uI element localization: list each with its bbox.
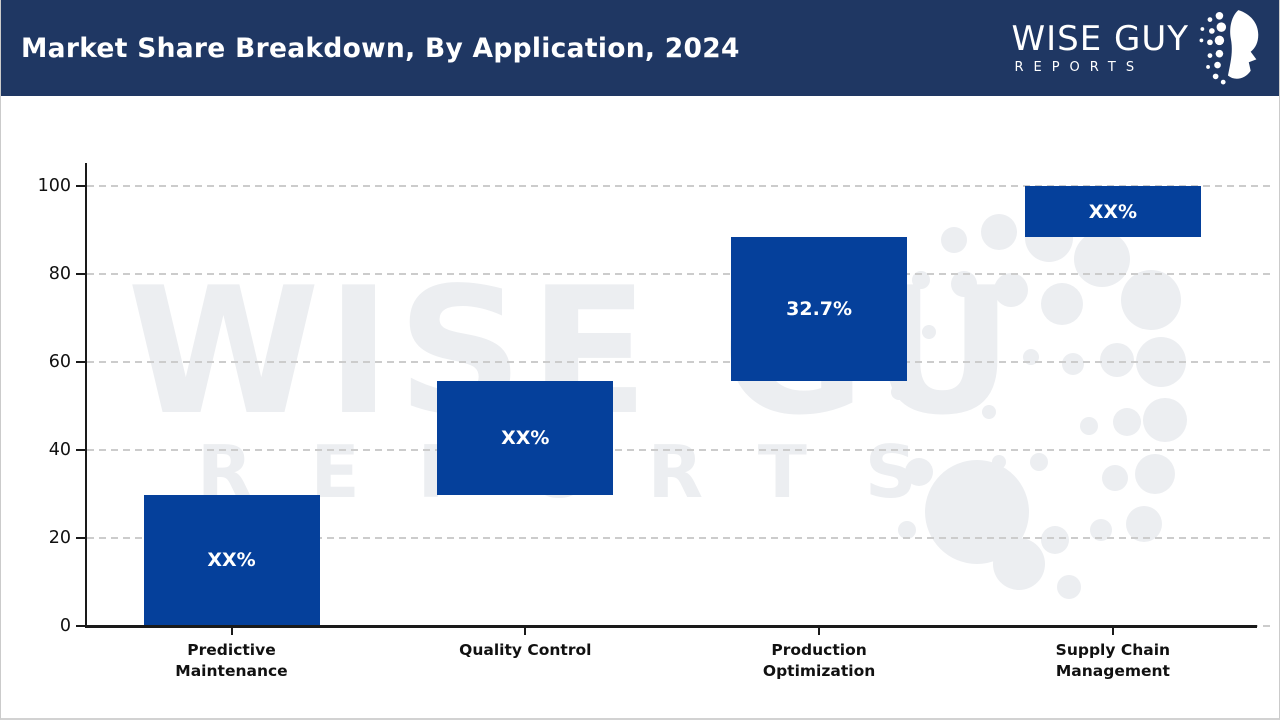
category-label: Production Optimization: [762, 641, 876, 680]
page-title: Market Share Breakdown, By Application, …: [21, 32, 740, 64]
brand-wordmark: WISE GUY REPORTS: [1011, 21, 1189, 75]
y-tick-mark: [76, 185, 85, 187]
y-tick-label: 100: [37, 176, 71, 196]
y-tick-mark: [76, 273, 85, 275]
y-tick-label: 40: [48, 440, 71, 460]
brand-name-text: WISE GUY: [1011, 19, 1189, 59]
bar-value-label: 32.7%: [786, 297, 853, 320]
gridline: [87, 361, 1273, 363]
brand-head-icon: [1199, 10, 1259, 85]
bar-3: 32.7%: [731, 237, 908, 381]
y-axis-line: [85, 163, 87, 627]
category-label: Quality Control: [459, 641, 592, 659]
gridline: [87, 537, 1273, 539]
x-tick-mark: [524, 627, 527, 635]
bar-value-label: XX%: [1088, 200, 1138, 223]
y-tick-mark: [76, 537, 85, 539]
bar-2: XX%: [437, 380, 614, 495]
y-tick-label: 60: [48, 352, 71, 372]
bar-1: XX%: [143, 494, 320, 626]
y-tick-mark: [76, 449, 85, 451]
gridline: [87, 273, 1273, 275]
x-axis-line: [85, 625, 1257, 628]
chart-area: WISE GU REPORTS 020406080100XX%Predictiv…: [1, 96, 1279, 718]
x-tick-mark: [230, 627, 233, 635]
category-label: Supply Chain Management: [1055, 641, 1171, 680]
x-tick-mark: [1111, 627, 1114, 635]
brand-sub-text: REPORTS: [1014, 60, 1145, 75]
x-tick-mark: [818, 627, 821, 635]
bar-value-label: XX%: [207, 549, 256, 572]
bar-4: XX%: [1024, 186, 1201, 238]
y-tick-mark: [76, 625, 85, 627]
y-tick-label: 20: [48, 528, 71, 548]
header-bar: Market Share Breakdown, By Application, …: [1, 0, 1279, 96]
y-tick-label: 0: [59, 616, 71, 636]
bar-value-label: XX%: [501, 426, 550, 449]
gridline: [87, 449, 1273, 451]
y-tick-mark: [76, 361, 85, 363]
category-label: Predictive Maintenance: [175, 641, 288, 680]
gridline: [87, 185, 1273, 187]
brand-logo: WISE GUY REPORTS: [1011, 6, 1263, 90]
y-tick-label: 80: [48, 264, 71, 284]
